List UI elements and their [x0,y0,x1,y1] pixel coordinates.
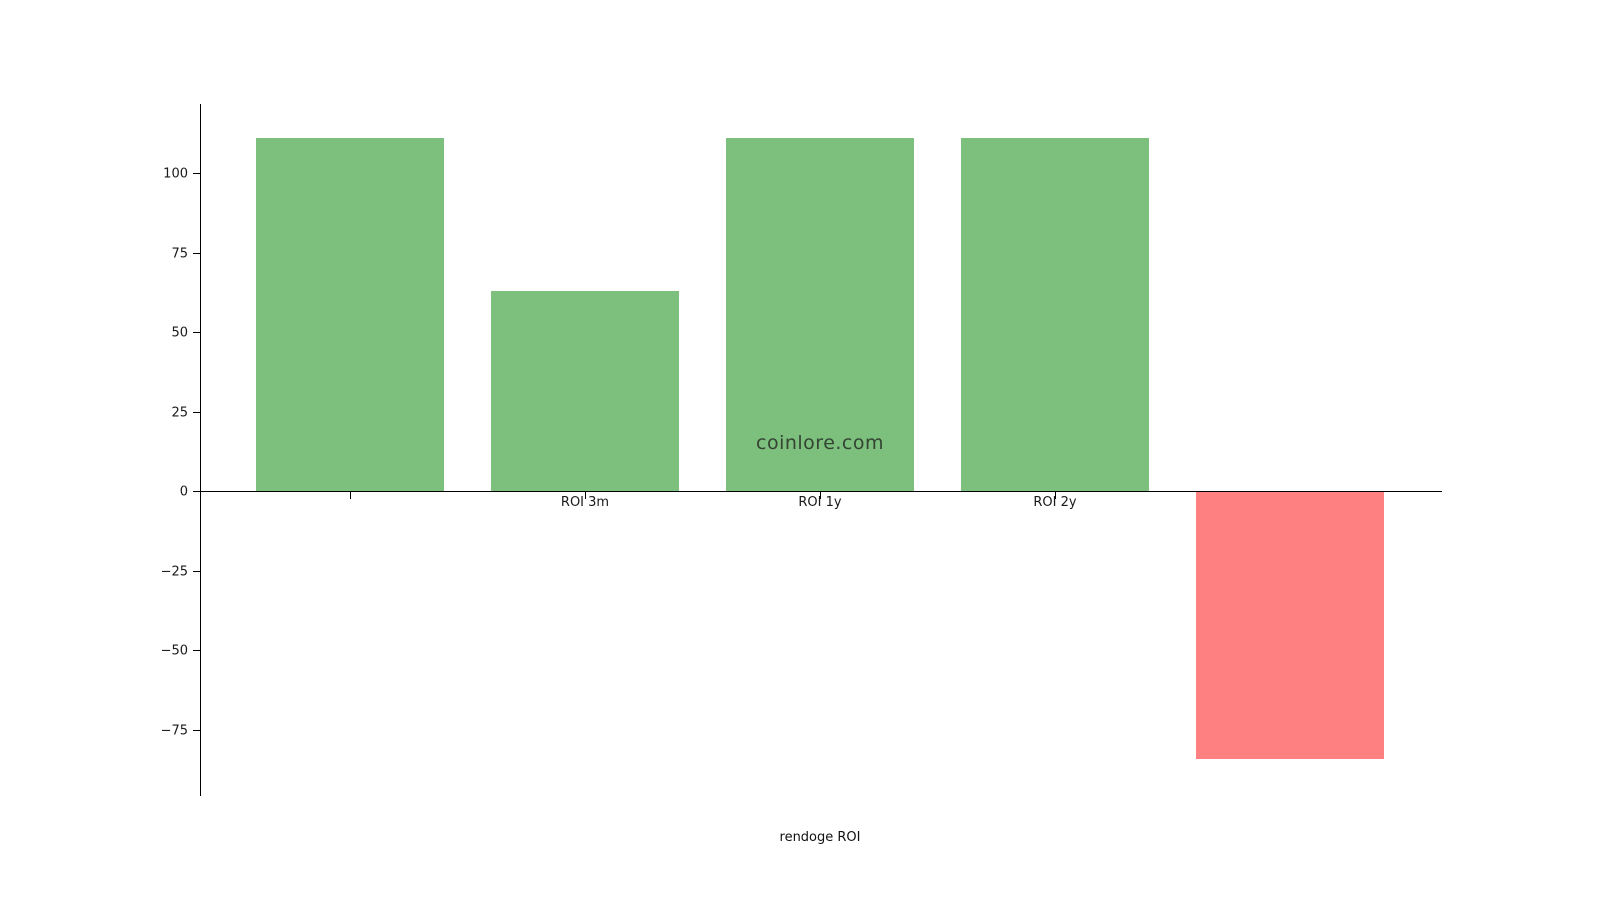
y-tick-label: 25 [171,405,188,421]
y-tick-mark [193,650,200,651]
y-tick-label: 75 [171,246,188,262]
x-tick-mark [350,492,351,499]
y-tick-mark [193,173,200,174]
y-tick-mark [193,491,200,492]
x-tick-mark [820,492,821,499]
y-tick-mark [193,412,200,413]
y-tick-label: 100 [163,166,188,182]
x-tick-label: ROI 3m [560,495,610,510]
bar [1196,492,1384,759]
y-tick-mark [193,730,200,731]
x-axis-line [200,491,1442,492]
x-tick-mark [1055,492,1056,499]
bar [491,291,679,491]
x-tick-mark [585,492,586,499]
bar [726,138,914,491]
watermark: coinlore.com [756,432,884,454]
x-tick-label: ROI 1y [798,495,842,510]
y-tick-mark [193,332,200,333]
y-axis-spine [200,104,201,796]
y-tick-mark [193,253,200,254]
bar [256,138,444,491]
y-tick-label: 0 [179,484,188,500]
y-tick-label: 50 [171,325,188,341]
x-axis-title: rendoge ROI [779,830,861,845]
x-tick-label: ROI 2y [1033,495,1077,510]
y-tick-label: −75 [160,723,188,739]
bar [961,138,1149,491]
y-tick-label: −50 [160,643,188,659]
y-tick-mark [193,571,200,572]
y-tick-label: −25 [160,564,188,580]
